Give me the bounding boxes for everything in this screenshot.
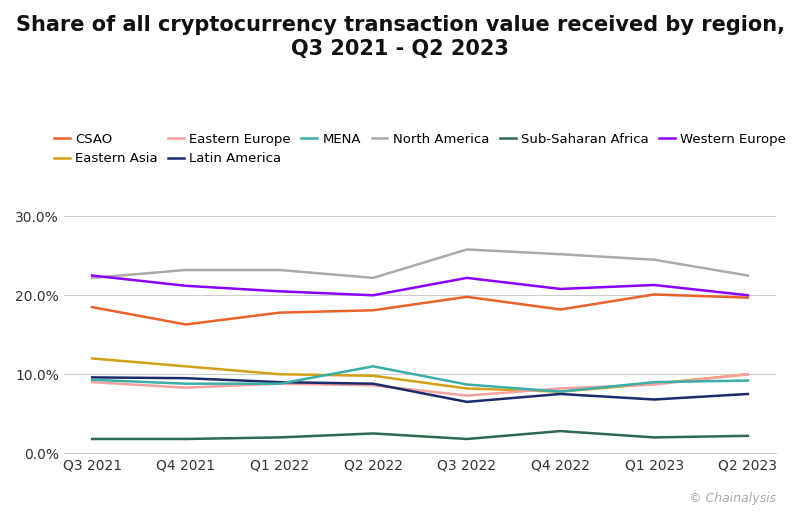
Western Europe xyxy=(462,275,472,281)
Line: Eastern Europe: Eastern Europe xyxy=(92,374,748,396)
MENA xyxy=(274,381,284,387)
MENA xyxy=(462,382,472,388)
North America xyxy=(181,267,190,273)
North America xyxy=(368,275,378,281)
Eastern Europe xyxy=(650,382,659,388)
Eastern Europe xyxy=(743,371,753,377)
Western Europe xyxy=(368,292,378,298)
MENA xyxy=(181,381,190,387)
Eastern Europe xyxy=(462,392,472,399)
Western Europe xyxy=(743,292,753,298)
CSAO xyxy=(368,307,378,313)
Text: © Chainalysis: © Chainalysis xyxy=(689,492,776,505)
CSAO xyxy=(650,291,659,298)
Sub-Saharan Africa xyxy=(743,433,753,439)
Eastern Asia xyxy=(181,363,190,369)
MENA xyxy=(87,376,97,383)
Eastern Europe xyxy=(368,382,378,388)
Eastern Europe xyxy=(274,381,284,387)
North America xyxy=(743,272,753,279)
Latin America xyxy=(274,379,284,385)
MENA xyxy=(368,363,378,369)
CSAO xyxy=(743,295,753,301)
Eastern Asia xyxy=(368,373,378,379)
CSAO xyxy=(556,306,566,313)
Eastern Asia xyxy=(274,371,284,377)
CSAO xyxy=(87,304,97,310)
Latin America xyxy=(650,397,659,403)
MENA xyxy=(650,379,659,385)
Western Europe xyxy=(556,286,566,292)
North America xyxy=(274,267,284,273)
Line: North America: North America xyxy=(92,249,748,278)
Eastern Europe xyxy=(87,379,97,385)
Sub-Saharan Africa xyxy=(650,434,659,440)
Latin America xyxy=(368,381,378,387)
Line: Sub-Saharan Africa: Sub-Saharan Africa xyxy=(92,431,748,439)
Latin America xyxy=(462,399,472,405)
Western Europe xyxy=(274,288,284,295)
Sub-Saharan Africa xyxy=(87,436,97,442)
Line: Eastern Asia: Eastern Asia xyxy=(92,358,748,391)
Sub-Saharan Africa xyxy=(462,436,472,442)
Western Europe xyxy=(650,282,659,288)
Line: MENA: MENA xyxy=(92,366,748,391)
Latin America xyxy=(743,391,753,397)
Latin America xyxy=(87,374,97,381)
CSAO xyxy=(181,321,190,328)
North America xyxy=(462,246,472,252)
MENA xyxy=(556,388,566,394)
North America xyxy=(650,256,659,263)
Latin America xyxy=(556,391,566,397)
MENA xyxy=(743,377,753,384)
CSAO xyxy=(462,294,472,300)
Eastern Asia xyxy=(743,371,753,377)
Latin America xyxy=(181,375,190,381)
Eastern Europe xyxy=(556,385,566,391)
Sub-Saharan Africa xyxy=(556,428,566,434)
Eastern Asia xyxy=(87,355,97,362)
Western Europe xyxy=(87,272,97,279)
Sub-Saharan Africa xyxy=(181,436,190,442)
CSAO xyxy=(274,310,284,316)
Western Europe xyxy=(181,283,190,289)
Legend: CSAO, Eastern Asia, Eastern Europe, Latin America, MENA, North America, Sub-Saha: CSAO, Eastern Asia, Eastern Europe, Lati… xyxy=(54,133,786,165)
Eastern Asia xyxy=(650,381,659,387)
Eastern Asia xyxy=(556,388,566,394)
Eastern Asia xyxy=(462,385,472,391)
Sub-Saharan Africa xyxy=(274,434,284,440)
North America xyxy=(87,275,97,281)
Line: Latin America: Latin America xyxy=(92,377,748,402)
Line: CSAO: CSAO xyxy=(92,295,748,324)
North America xyxy=(556,251,566,258)
Line: Western Europe: Western Europe xyxy=(92,276,748,295)
Text: Share of all cryptocurrency transaction value received by region,
Q3 2021 - Q2 2: Share of all cryptocurrency transaction … xyxy=(15,15,785,59)
Sub-Saharan Africa xyxy=(368,431,378,437)
Eastern Europe xyxy=(181,385,190,391)
